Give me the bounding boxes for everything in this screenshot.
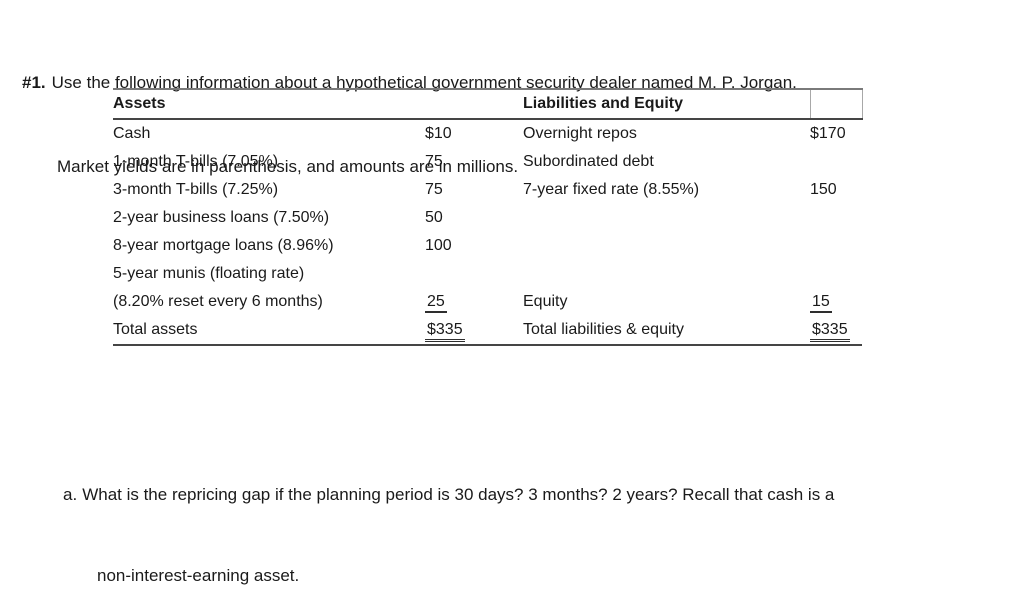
table-row: 1-month T-bills (7.05%) 75 Subordinated …	[113, 148, 862, 176]
balance-sheet-table: Assets Liabilities and Equity Cash $10 O…	[113, 88, 863, 346]
table-row: (8.20% reset every 6 months) 25 Equity 1…	[113, 288, 862, 316]
problem-number: #1.	[22, 73, 46, 92]
asset-label-cell: (8.20% reset every 6 months)	[113, 293, 323, 310]
table-row: 2-year business loans (7.50%) 50	[113, 204, 862, 232]
problem-intro: #1. Use the following information about a…	[22, 13, 797, 237]
asset-amount-cell: $10	[425, 125, 452, 142]
liabilities-header: Liabilities and Equity	[523, 89, 810, 120]
liability-amount-cell: $170	[810, 125, 846, 142]
total-double-underlined-value: $335	[810, 321, 850, 342]
liability-amount-cell	[810, 232, 862, 260]
subtotal-underlined-value: 15	[810, 293, 832, 313]
asset-amount-cell	[425, 260, 523, 288]
asset-amount-cell: 100	[425, 237, 452, 254]
question-line-2: non-interest-earning asset.	[97, 566, 300, 585]
asset-label-cell: 5-year munis (floating rate)	[113, 265, 305, 282]
liability-label-cell: Subordinated debt	[523, 153, 654, 170]
asset-amount-cell: 25	[425, 288, 523, 316]
assets-header: Assets	[113, 89, 425, 120]
questions-list: a. What is the repricing gap if the plann…	[63, 373, 1013, 612]
question-line-1: a. What is the repricing gap if the plann…	[63, 481, 1013, 508]
table-row: 5-year munis (floating rate)	[113, 260, 862, 288]
asset-label-cell: 1-month T-bills (7.05%)	[113, 153, 279, 170]
asset-amount-cell: 50	[425, 209, 443, 226]
intro-line-2: Market yields are in parenthesis, and am…	[57, 157, 519, 176]
table-row: 8-year mortgage loans (8.96%) 100	[113, 232, 862, 260]
intro-line-1-text: Use the following information about a hy…	[51, 73, 797, 92]
liability-amount-cell: 150	[810, 181, 837, 198]
question-text: What is the repricing gap if the plannin…	[82, 485, 835, 504]
question-item-a: a. What is the repricing gap if the plann…	[63, 427, 1013, 612]
liabilities-amount-header	[809, 89, 863, 120]
subtotal-underlined-value: 25	[425, 293, 447, 313]
asset-amount-cell: $335	[425, 316, 523, 345]
table-row: 3-month T-bills (7.25%) 75 7-year fixed …	[113, 176, 862, 204]
liability-label-cell: Total liabilities & equity	[523, 321, 684, 338]
intro-line-1: #1. Use the following information about a…	[22, 69, 797, 97]
liability-amount-cell	[810, 148, 862, 176]
liability-label-cell	[523, 204, 810, 232]
table-row: Cash $10 Overnight repos $170	[113, 119, 862, 148]
total-double-underlined-value: $335	[425, 321, 465, 342]
assets-amount-header	[425, 89, 523, 120]
liability-amount-cell	[810, 260, 862, 288]
liability-amount-cell: $335	[810, 316, 862, 345]
liability-label-cell	[523, 232, 810, 260]
asset-label-cell: 8-year mortgage loans (8.96%)	[113, 237, 334, 254]
liability-label-cell	[523, 260, 810, 288]
liability-label-cell: Overnight repos	[523, 125, 637, 142]
asset-label-cell: 3-month T-bills (7.25%)	[113, 181, 279, 198]
asset-amount-cell: 75	[425, 181, 443, 198]
table-header-row: Assets Liabilities and Equity	[113, 89, 863, 120]
liability-amount-cell: 15	[810, 288, 862, 316]
liability-amount-cell	[810, 204, 862, 232]
liability-label-cell: Equity	[523, 293, 568, 310]
question-label: a.	[63, 485, 78, 504]
liability-label-cell: 7-year fixed rate (8.55%)	[523, 181, 700, 198]
asset-label-cell: Total assets	[113, 321, 198, 338]
table-total-row: Total assets $335 Total liabilities & eq…	[113, 316, 862, 345]
asset-amount-cell: 75	[425, 153, 443, 170]
asset-label-cell: 2-year business loans (7.50%)	[113, 209, 330, 226]
asset-label-cell: Cash	[113, 125, 151, 142]
